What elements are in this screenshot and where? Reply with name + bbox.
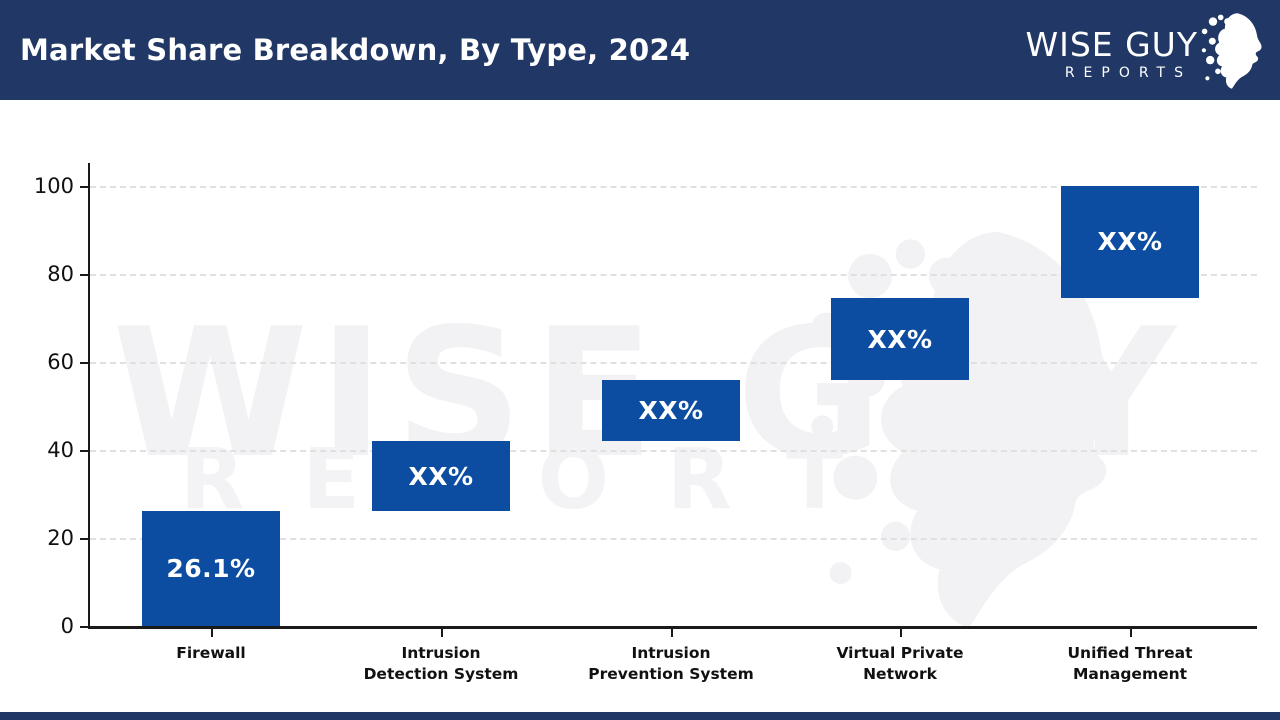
x-axis-spine [88,626,1257,629]
logo-subtext: REPORTS [1064,65,1192,81]
y-axis-tick-label: 60 [47,350,74,374]
y-axis-tick [80,186,88,188]
y-axis-tick [80,626,88,628]
x-axis-category-label: Firewall [176,644,246,662]
y-axis-tick [80,538,88,540]
y-axis-tick-label: 20 [47,526,74,550]
x-axis-category-label: Intrusion Prevention System [588,644,754,683]
x-axis-category-label: Intrusion Detection System [363,644,519,683]
x-axis-tick [900,629,902,637]
gridline [90,274,1257,276]
y-axis-tick [80,362,88,364]
logo-wordmark: WISE GUY [1025,25,1198,64]
x-axis-category-label: Unified Threat Management [1067,644,1193,683]
bar-intrusion-detection-system: XX% [372,441,510,512]
x-axis-tick [671,629,673,637]
x-axis-tick [1130,629,1132,637]
bar-value-label: XX% [867,324,933,354]
watermark-reports-text: REPORTS [180,430,1020,528]
chart-area: WISE GUY REPORTS 02040608010026.1%XX%XX%… [0,100,1280,712]
bar-value-label: XX% [638,396,704,426]
gridline [90,450,1257,452]
wiseguy-logo: WISE GUY REPORTS [1020,7,1270,95]
chart-title: Market Share Breakdown, By Type, 2024 [20,33,691,67]
y-axis-spine [88,163,90,628]
y-axis-tick-label: 40 [47,438,74,462]
bar-value-label: XX% [1097,227,1163,257]
gridline [90,362,1257,364]
gridline [90,538,1257,540]
logo-head-icon [1201,13,1262,89]
header-bar: Market Share Breakdown, By Type, 2024 WI… [0,0,1280,100]
x-axis-category-label: Virtual Private Network [836,644,964,683]
x-axis-tick [211,629,213,637]
y-axis-tick [80,274,88,276]
y-axis-tick-label: 0 [60,614,74,638]
y-axis-tick-label: 100 [33,174,74,198]
y-axis-tick [80,450,88,452]
bar-intrusion-prevention-system: XX% [602,380,740,442]
bar-firewall: 26.1% [142,511,280,626]
y-axis-tick-label: 80 [47,262,74,286]
footer-strip [0,712,1280,720]
gridline [90,186,1257,188]
bar-value-label: 26.1% [166,554,256,584]
x-axis-tick [441,629,443,637]
bar-virtual-private-network: XX% [831,297,969,381]
bar-unified-threat-management: XX% [1061,186,1199,298]
bar-value-label: XX% [408,461,474,491]
